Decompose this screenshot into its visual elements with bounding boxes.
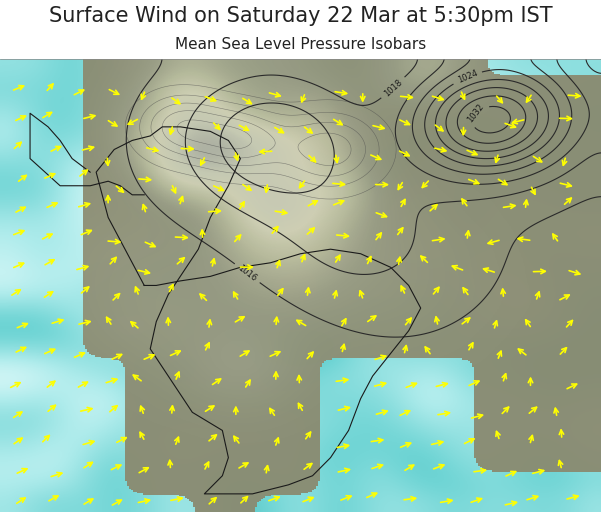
Text: Mean Sea Level Pressure Isobars: Mean Sea Level Pressure Isobars	[175, 37, 426, 52]
Text: 1024: 1024	[456, 69, 479, 86]
Text: 1018: 1018	[382, 77, 404, 98]
Text: 1032: 1032	[465, 102, 486, 124]
Text: Surface Wind on Saturday 22 Mar at 5:30pm IST: Surface Wind on Saturday 22 Mar at 5:30p…	[49, 7, 552, 27]
Text: 1016: 1016	[236, 263, 258, 283]
